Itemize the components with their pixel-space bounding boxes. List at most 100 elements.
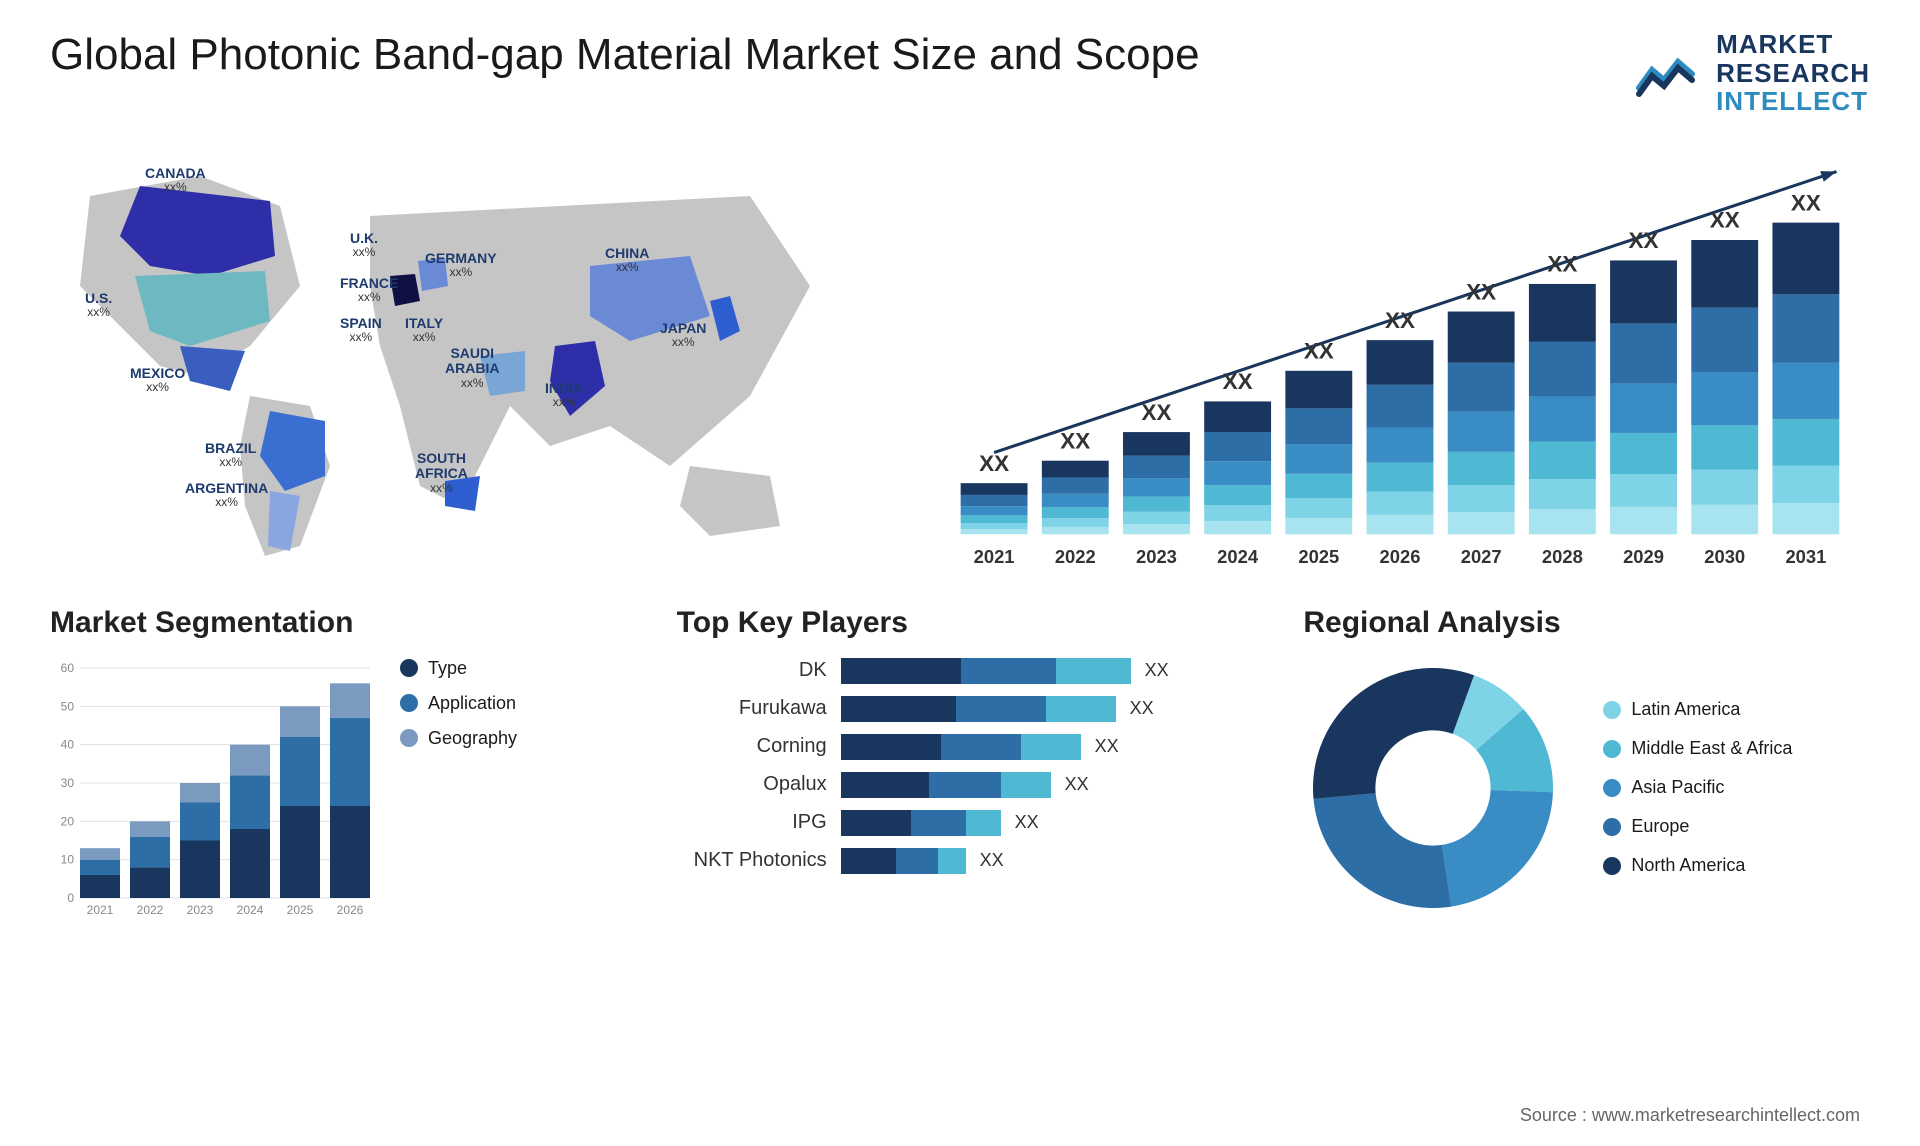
forecast-bar-seg <box>1204 485 1271 505</box>
seg-bar-seg <box>80 859 120 874</box>
regional-legend-item: Latin America <box>1603 699 1792 720</box>
seg-bar-seg <box>130 821 170 836</box>
map-mexico <box>180 346 245 391</box>
player-value: XX <box>980 850 1004 871</box>
seg-legend-item: Type <box>400 658 517 679</box>
player-name: NKT Photonics <box>677 849 827 872</box>
legend-label: North America <box>1631 855 1745 876</box>
regional-title: Regional Analysis <box>1303 606 1870 640</box>
player-bar-seg <box>841 696 956 722</box>
svg-text:2028: 2028 <box>1542 546 1583 567</box>
legend-label: Geography <box>428 728 517 749</box>
seg-bar-seg <box>180 802 220 840</box>
segmentation-title: Market Segmentation <box>50 606 617 640</box>
legend-label: Latin America <box>1631 699 1740 720</box>
svg-text:2025: 2025 <box>287 903 314 917</box>
map-label-germany: GERMANYxx% <box>425 251 497 280</box>
seg-bar-seg <box>180 783 220 802</box>
svg-text:2024: 2024 <box>1217 546 1259 567</box>
svg-text:XX: XX <box>1710 208 1740 233</box>
forecast-bar-chart: XX2021XX2022XX2023XX2024XX2025XX2026XX20… <box>930 146 1870 566</box>
seg-bar-seg <box>230 775 270 829</box>
forecast-bar-seg <box>1772 419 1839 466</box>
forecast-bar-seg <box>1529 341 1596 396</box>
map-label-india: INDIAxx% <box>545 381 583 410</box>
forecast-bar-seg <box>961 483 1028 495</box>
forecast-bar-seg <box>1772 222 1839 294</box>
forecast-bar-seg <box>1285 444 1352 473</box>
player-bar <box>841 848 966 874</box>
segmentation-legend: Type Application Geography <box>400 658 517 918</box>
forecast-bar-seg <box>1042 477 1109 493</box>
forecast-bar-seg <box>1123 512 1190 524</box>
forecast-bar-seg <box>1285 371 1352 409</box>
svg-text:2025: 2025 <box>1298 546 1339 567</box>
forecast-bar-seg <box>961 495 1028 506</box>
player-name: DK <box>677 659 827 682</box>
donut-slice <box>1314 793 1452 908</box>
forecast-bar-seg <box>1042 518 1109 527</box>
svg-text:2030: 2030 <box>1704 546 1745 567</box>
map-label-argentina: ARGENTINAxx% <box>185 481 268 510</box>
forecast-bar-seg <box>961 529 1028 534</box>
seg-legend-item: Geography <box>400 728 517 749</box>
svg-text:XX: XX <box>1629 228 1659 253</box>
legend-label: Middle East & Africa <box>1631 738 1792 759</box>
player-name: Furukawa <box>677 697 827 720</box>
legend-label: Type <box>428 658 467 679</box>
seg-bar-seg <box>280 706 320 737</box>
svg-text:XX: XX <box>1791 190 1821 215</box>
forecast-bar-seg <box>961 506 1028 515</box>
seg-bar-seg <box>330 718 370 806</box>
legend-label: Europe <box>1631 816 1689 837</box>
svg-text:XX: XX <box>1060 428 1090 453</box>
forecast-bar-seg <box>1448 452 1515 485</box>
players-section: Top Key Players DKXXFurukawaXXCorningXXO… <box>677 606 1244 918</box>
forecast-bar-seg <box>1529 396 1596 441</box>
player-bar-seg <box>1046 696 1116 722</box>
forecast-bar-seg <box>1448 311 1515 362</box>
players-title: Top Key Players <box>677 606 1244 640</box>
map-label-mexico: MEXICOxx% <box>130 366 185 395</box>
player-row: IPGXX <box>677 810 1244 836</box>
forecast-bar-seg <box>1772 294 1839 363</box>
forecast-bar-seg <box>1610 507 1677 534</box>
seg-bar-seg <box>80 848 120 860</box>
legend-swatch <box>1603 701 1621 719</box>
player-bar <box>841 772 1051 798</box>
svg-text:2021: 2021 <box>87 903 114 917</box>
forecast-bar-seg <box>1772 465 1839 502</box>
regional-legend: Latin America Middle East & Africa Asia Pa… <box>1603 699 1792 876</box>
svg-text:XX: XX <box>1223 369 1253 394</box>
regional-legend-item: Asia Pacific <box>1603 777 1792 798</box>
forecast-bar-seg <box>1529 479 1596 509</box>
svg-text:50: 50 <box>61 699 75 713</box>
legend-swatch <box>400 694 418 712</box>
forecast-bar-seg <box>1367 491 1434 514</box>
logo-line3: INTELLECT <box>1716 87 1870 116</box>
regional-legend-item: Europe <box>1603 816 1792 837</box>
legend-swatch <box>1603 740 1621 758</box>
player-value: XX <box>1095 736 1119 757</box>
forecast-bar-seg <box>1610 260 1677 323</box>
forecast-bar-seg <box>1285 498 1352 518</box>
forecast-bar-seg <box>1367 515 1434 534</box>
seg-legend-item: Application <box>400 693 517 714</box>
svg-text:XX: XX <box>1466 279 1496 304</box>
forecast-bar-seg <box>1204 461 1271 485</box>
svg-text:2021: 2021 <box>974 546 1015 567</box>
brand-logo: MARKET RESEARCH INTELLECT <box>1634 30 1870 116</box>
world-map: CANADAxx%U.S.xx%MEXICOxx%BRAZILxx%ARGENT… <box>50 146 870 566</box>
forecast-bar-seg <box>1529 441 1596 479</box>
regional-legend-item: Middle East & Africa <box>1603 738 1792 759</box>
logo-text: MARKET RESEARCH INTELLECT <box>1716 30 1870 116</box>
forecast-bar-seg <box>1042 494 1109 507</box>
legend-swatch <box>1603 818 1621 836</box>
player-bar-seg <box>841 772 929 798</box>
forecast-bar-svg: XX2021XX2022XX2023XX2024XX2025XX2026XX20… <box>930 146 1870 575</box>
donut-slice <box>1313 668 1474 799</box>
forecast-bar-seg <box>1529 284 1596 342</box>
seg-bar-seg <box>230 829 270 898</box>
regional-legend-item: North America <box>1603 855 1792 876</box>
legend-label: Asia Pacific <box>1631 777 1724 798</box>
